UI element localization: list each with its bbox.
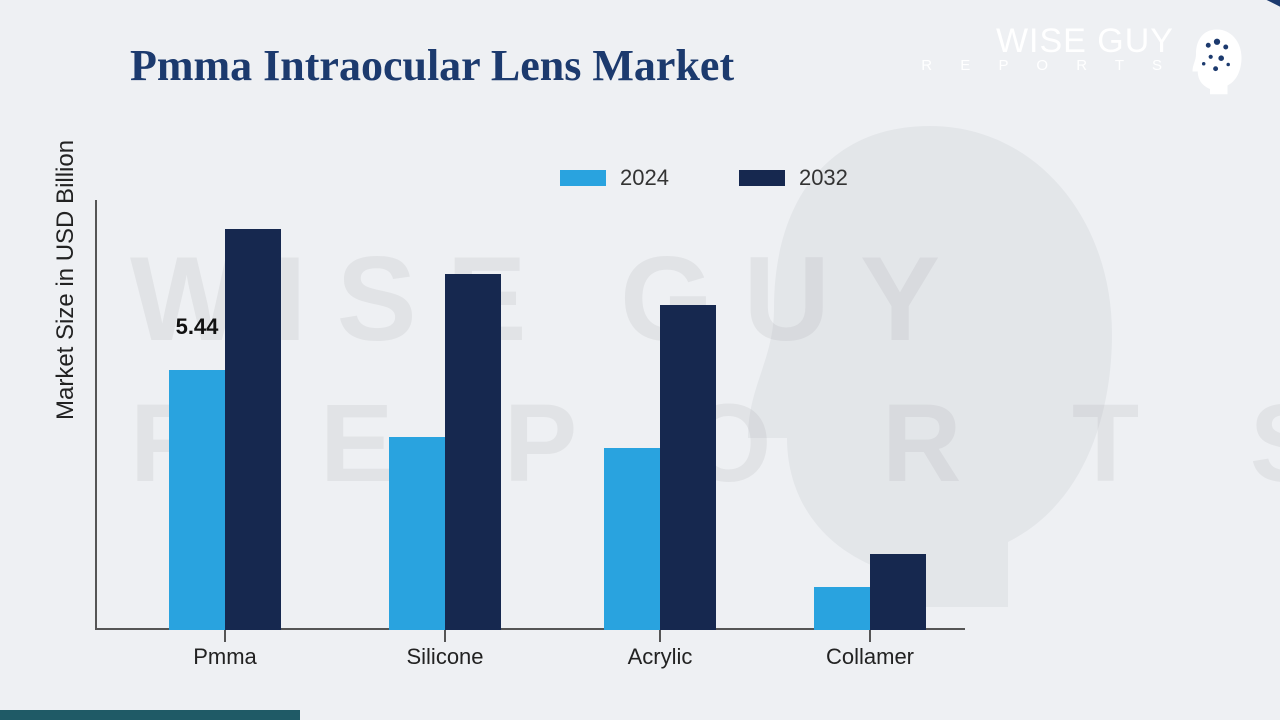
x-tick (224, 630, 226, 642)
x-tick (659, 630, 661, 642)
bottom-accent-bar (0, 710, 300, 720)
brand-logo: WISE GUY R E P O R T S (921, 22, 1252, 74)
bar-2032-silicone (445, 274, 501, 630)
chart-title: Pmma Intraocular Lens Market (130, 40, 734, 91)
category-label: Acrylic (628, 644, 693, 670)
legend-label-2024: 2024 (620, 165, 669, 191)
legend-item-2032: 2032 (739, 165, 848, 191)
x-tick (869, 630, 871, 642)
category-label: Silicone (406, 644, 483, 670)
bar-2024-silicone (389, 437, 445, 631)
category-label: Pmma (193, 644, 257, 670)
bar-2024-pmma (169, 370, 225, 630)
value-label: 5.44 (176, 314, 219, 340)
x-tick (444, 630, 446, 642)
brand-head-icon (1182, 26, 1252, 96)
legend-item-2024: 2024 (560, 165, 669, 191)
bar-2032-collamer (870, 554, 926, 630)
legend-swatch-2032 (739, 170, 785, 186)
y-axis-label: Market Size in USD Billion (52, 140, 80, 420)
legend: 2024 2032 (560, 165, 848, 191)
bar-2032-pmma (225, 229, 281, 630)
logo-line1: WISE GUY (921, 22, 1174, 61)
y-axis-line (95, 200, 97, 630)
logo-line2: R E P O R T S (921, 57, 1174, 74)
chart-card: WISE GUY R E P O R T S Pmma Intraocular … (0, 0, 1280, 720)
category-label: Collamer (826, 644, 914, 670)
legend-label-2032: 2032 (799, 165, 848, 191)
plot-area: PmmaSiliconeAcrylicCollamer5.44 (95, 200, 965, 630)
legend-swatch-2024 (560, 170, 606, 186)
bar-2024-collamer (814, 587, 870, 630)
bar-2024-acrylic (604, 448, 660, 630)
bar-2032-acrylic (660, 305, 716, 630)
